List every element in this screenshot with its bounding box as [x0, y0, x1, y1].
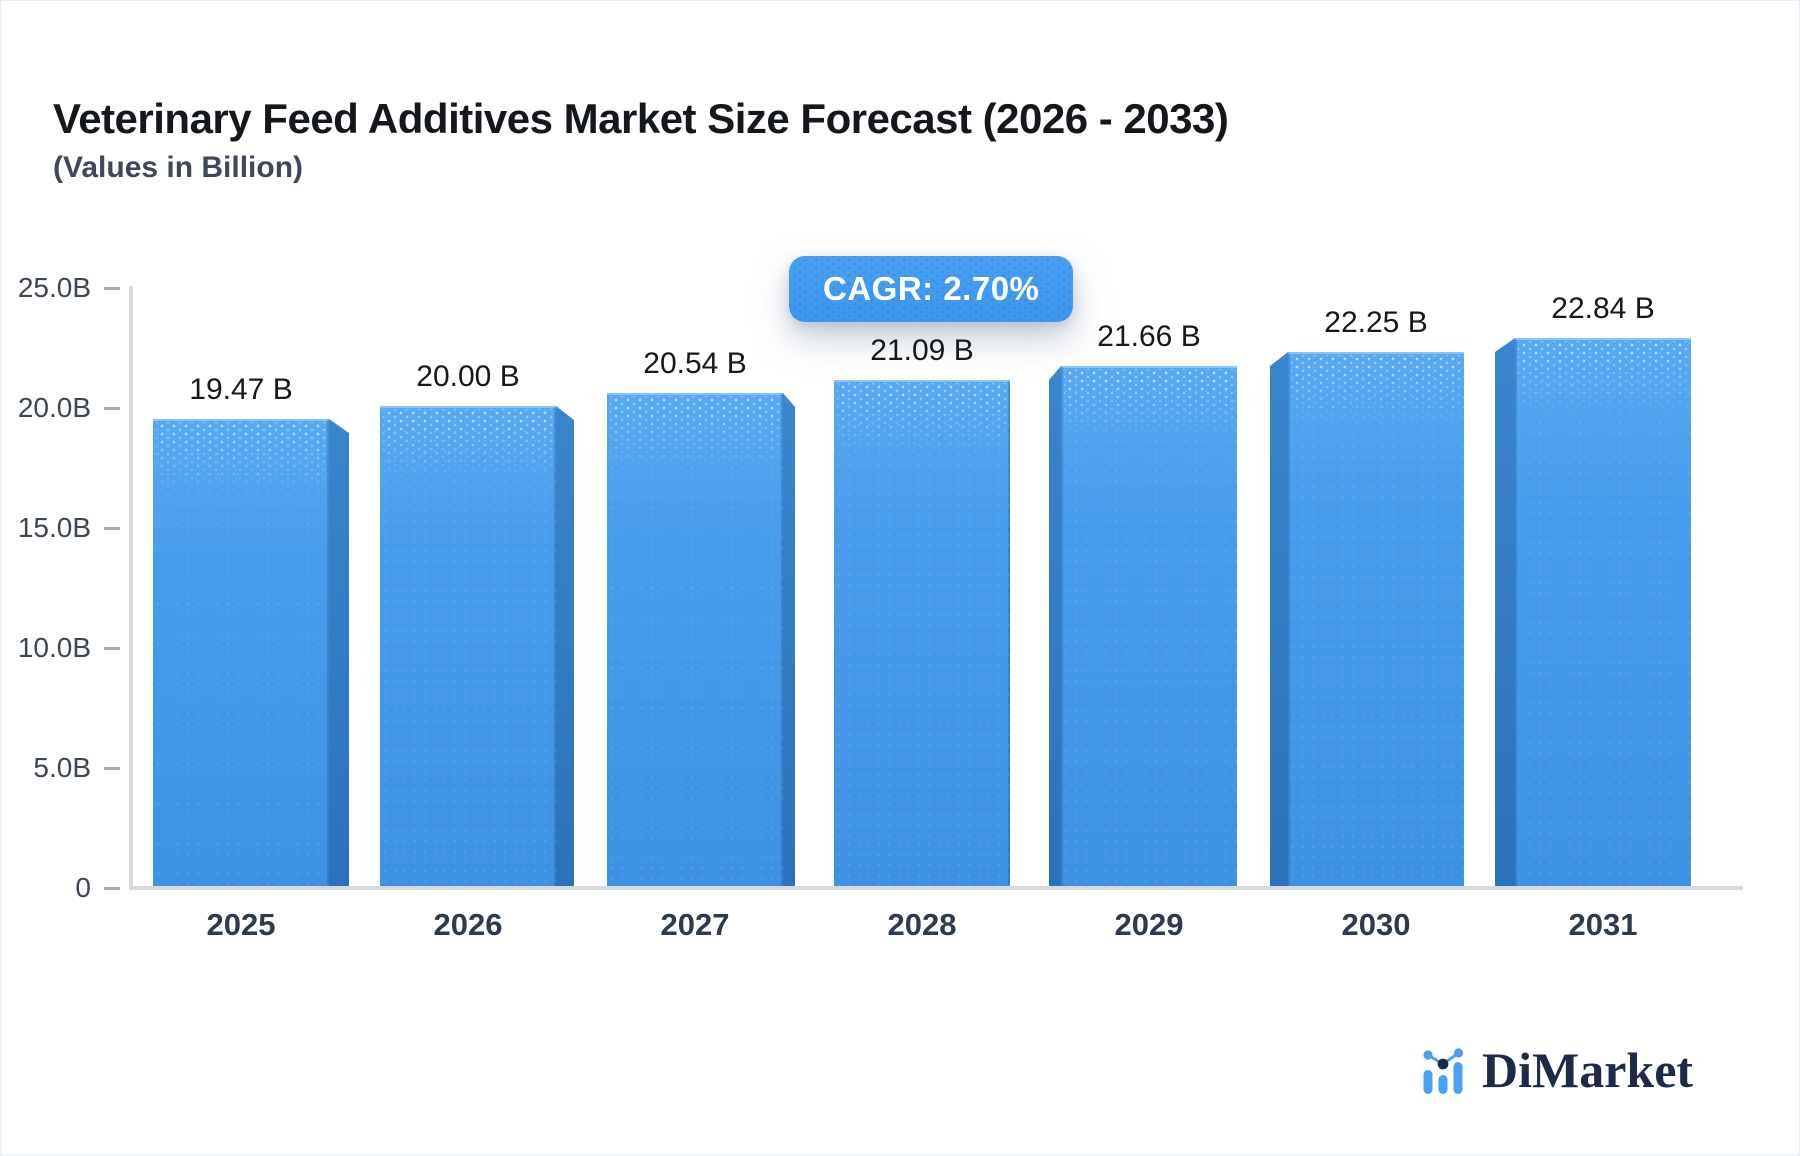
- x-axis-label: 2025: [206, 907, 276, 942]
- bar-2029: [1049, 366, 1237, 886]
- bar-2028: [834, 380, 1010, 886]
- x-axis-label: 2029: [1114, 907, 1184, 942]
- bar-2025: [153, 419, 349, 886]
- x-axis-label: 2030: [1341, 907, 1411, 942]
- chart-title: Veterinary Feed Additives Market Size Fo…: [53, 95, 1229, 142]
- cagr-badge-label: CAGR: 2.70%: [823, 270, 1040, 307]
- y-axis-tick-mark: [104, 407, 120, 410]
- y-axis-tick-label: 10.0B: [17, 632, 91, 663]
- y-axis-tick: 0: [1, 871, 129, 905]
- y-axis-tick-mark: [104, 887, 120, 890]
- bar-2030: [1270, 352, 1464, 886]
- bar-side-face: [1049, 366, 1061, 886]
- x-axis-label: 2027: [660, 907, 730, 942]
- bar-face: [153, 419, 329, 886]
- bar-side-face: [1495, 338, 1515, 886]
- y-axis-tick: 15.0B: [1, 511, 129, 545]
- brand-footer: DiMarket: [1422, 1045, 1693, 1095]
- bar-value-label: 22.84 B: [1551, 292, 1655, 325]
- y-axis-tick: 25.0B: [1, 271, 129, 305]
- x-axis-label: 2031: [1568, 907, 1638, 942]
- bar-2031: [1495, 338, 1691, 886]
- x-axis-line: [129, 886, 1743, 890]
- bar-face: [1288, 352, 1464, 886]
- bar-face: [834, 380, 1010, 886]
- y-axis-tick: 20.0B: [1, 391, 129, 425]
- bar-side-face: [556, 406, 574, 886]
- y-axis-tick-mark: [104, 287, 120, 290]
- y-axis-tick-label: 25.0B: [17, 272, 91, 303]
- cagr-badge: CAGR: 2.70%: [789, 256, 1074, 322]
- y-axis-line: [129, 286, 133, 888]
- bar-2026: [380, 406, 574, 886]
- y-axis-tick: 5.0B: [1, 751, 129, 785]
- bar-face: [1515, 338, 1691, 886]
- brand-name: DiMarket: [1482, 1042, 1694, 1098]
- bar-side-face: [1270, 352, 1288, 886]
- y-axis-tick-mark: [104, 647, 120, 650]
- bar-face: [607, 393, 783, 886]
- chart-subtitle: (Values in Billion): [53, 151, 304, 184]
- y-axis-tick-label: 0: [75, 872, 91, 903]
- bar-value-label: 21.09 B: [870, 334, 974, 367]
- bar-face: [380, 406, 556, 886]
- bar-value-label: 19.47 B: [189, 373, 293, 406]
- y-axis-tick-mark: [104, 767, 120, 770]
- bar-value-label: 22.25 B: [1324, 306, 1428, 339]
- y-axis-tick-label: 5.0B: [33, 752, 91, 783]
- bar-face: [1061, 366, 1237, 886]
- bar-value-label: 21.66 B: [1097, 320, 1201, 353]
- bar-side-face: [783, 393, 795, 886]
- bar-2027: [607, 393, 795, 886]
- y-axis-tick: 10.0B: [1, 631, 129, 665]
- dimarket-logo-icon: [1423, 1048, 1464, 1094]
- x-axis-label: 2026: [433, 907, 503, 942]
- y-axis-tick-mark: [104, 527, 120, 530]
- y-axis-tick-label: 20.0B: [17, 392, 91, 423]
- bar-value-label: 20.54 B: [643, 347, 747, 380]
- bar-side-face: [329, 419, 349, 886]
- x-axis-label: 2028: [887, 907, 957, 942]
- bar-value-label: 20.00 B: [416, 360, 520, 393]
- y-axis-tick-label: 15.0B: [17, 512, 91, 543]
